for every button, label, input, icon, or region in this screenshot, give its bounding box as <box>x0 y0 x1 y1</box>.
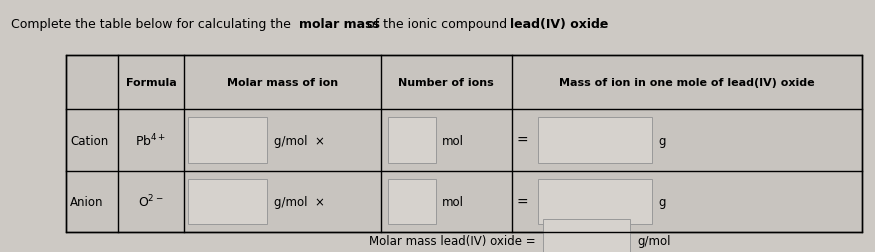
Text: O$^{2-}$: O$^{2-}$ <box>138 193 164 210</box>
Text: Molar mass of ion: Molar mass of ion <box>227 78 338 87</box>
Bar <box>538 179 652 224</box>
Text: Formula: Formula <box>126 78 177 87</box>
Bar <box>388 179 436 224</box>
Bar <box>188 179 267 224</box>
Text: molar mass: molar mass <box>299 18 380 30</box>
Text: Complete the table below for calculating the: Complete the table below for calculating… <box>11 18 295 30</box>
Text: Anion: Anion <box>70 195 103 208</box>
Text: lead(IV) oxide: lead(IV) oxide <box>509 18 608 30</box>
Text: Molar mass lead(IV) oxide =: Molar mass lead(IV) oxide = <box>369 234 536 247</box>
Text: =: = <box>516 195 528 209</box>
Text: =: = <box>516 134 528 147</box>
Text: g/mol  ×: g/mol × <box>274 195 325 208</box>
Bar <box>66 55 862 232</box>
Text: g: g <box>658 195 666 208</box>
Text: g: g <box>658 134 666 147</box>
Text: Cation: Cation <box>70 134 108 147</box>
Text: g/mol  ×: g/mol × <box>274 134 325 147</box>
Bar <box>188 118 267 163</box>
Text: Mass of ion in one mole of lead(IV) oxide: Mass of ion in one mole of lead(IV) oxid… <box>559 78 815 87</box>
Text: of the ionic compound: of the ionic compound <box>363 18 511 30</box>
Bar <box>538 118 652 163</box>
Bar <box>388 118 436 163</box>
Text: mol: mol <box>442 134 464 147</box>
Text: g/mol: g/mol <box>637 234 670 247</box>
Text: .: . <box>599 18 603 30</box>
Text: Number of ions: Number of ions <box>398 78 494 87</box>
Text: mol: mol <box>442 195 464 208</box>
Text: Pb$^{4+}$: Pb$^{4+}$ <box>136 132 166 149</box>
Bar <box>542 219 630 252</box>
